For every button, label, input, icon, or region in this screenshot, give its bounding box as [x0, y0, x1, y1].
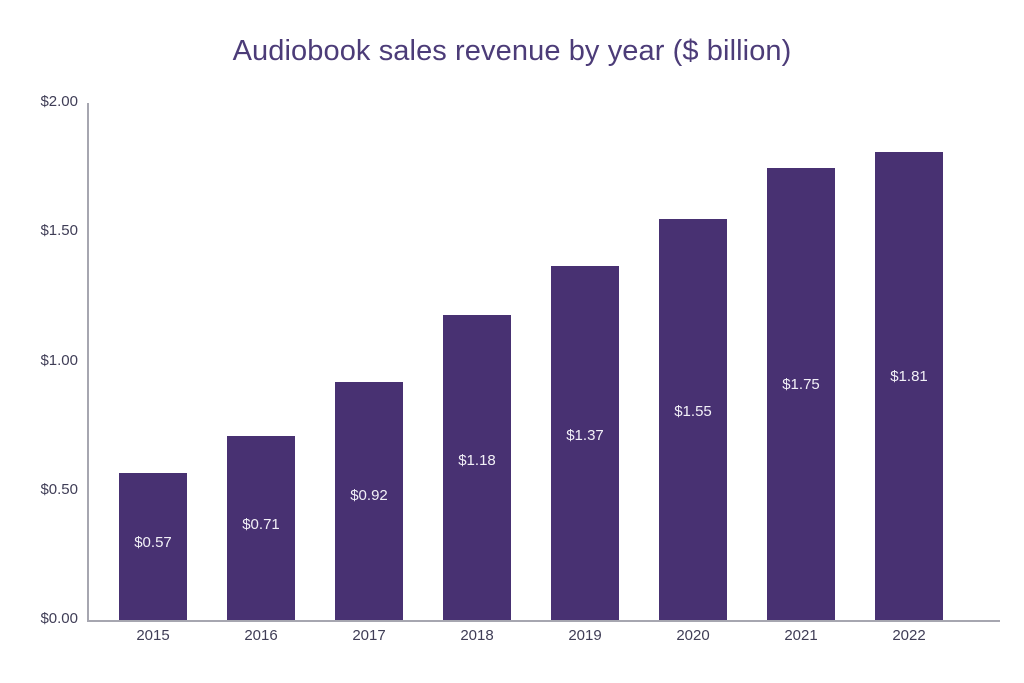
x-axis-tick-label: 2018	[460, 627, 494, 644]
bar[interactable]	[335, 382, 403, 620]
y-axis-tick-label: $0.50	[40, 480, 78, 498]
chart-title: Audiobook sales revenue by year ($ billi…	[232, 35, 792, 67]
y-axis-tick-label: $0.00	[40, 610, 78, 627]
x-axis-tick-label: 2017	[352, 627, 386, 644]
bar[interactable]	[119, 472, 187, 620]
x-axis-tick-label: 2015	[136, 627, 170, 644]
x-axis-tick-label: 2021	[784, 627, 818, 644]
y-axis-tick-label: $1.50	[40, 222, 78, 240]
y-axis-tick-label: $1.00	[40, 351, 78, 369]
bar[interactable]	[875, 152, 943, 620]
bar[interactable]	[551, 265, 619, 620]
bar[interactable]	[767, 167, 835, 620]
x-axis-tick-label: 2019	[568, 627, 602, 644]
bar[interactable]	[227, 436, 295, 620]
x-axis-tick-label: 2020	[676, 627, 710, 644]
y-axis-line	[87, 103, 89, 621]
y-axis-tick-label: $2.00	[40, 93, 78, 110]
x-axis-tick-label: 2022	[892, 627, 926, 644]
x-axis-line	[87, 620, 1000, 622]
bar[interactable]	[659, 219, 727, 620]
x-axis-tick-label: 2016	[244, 627, 278, 644]
bar[interactable]	[443, 314, 511, 620]
